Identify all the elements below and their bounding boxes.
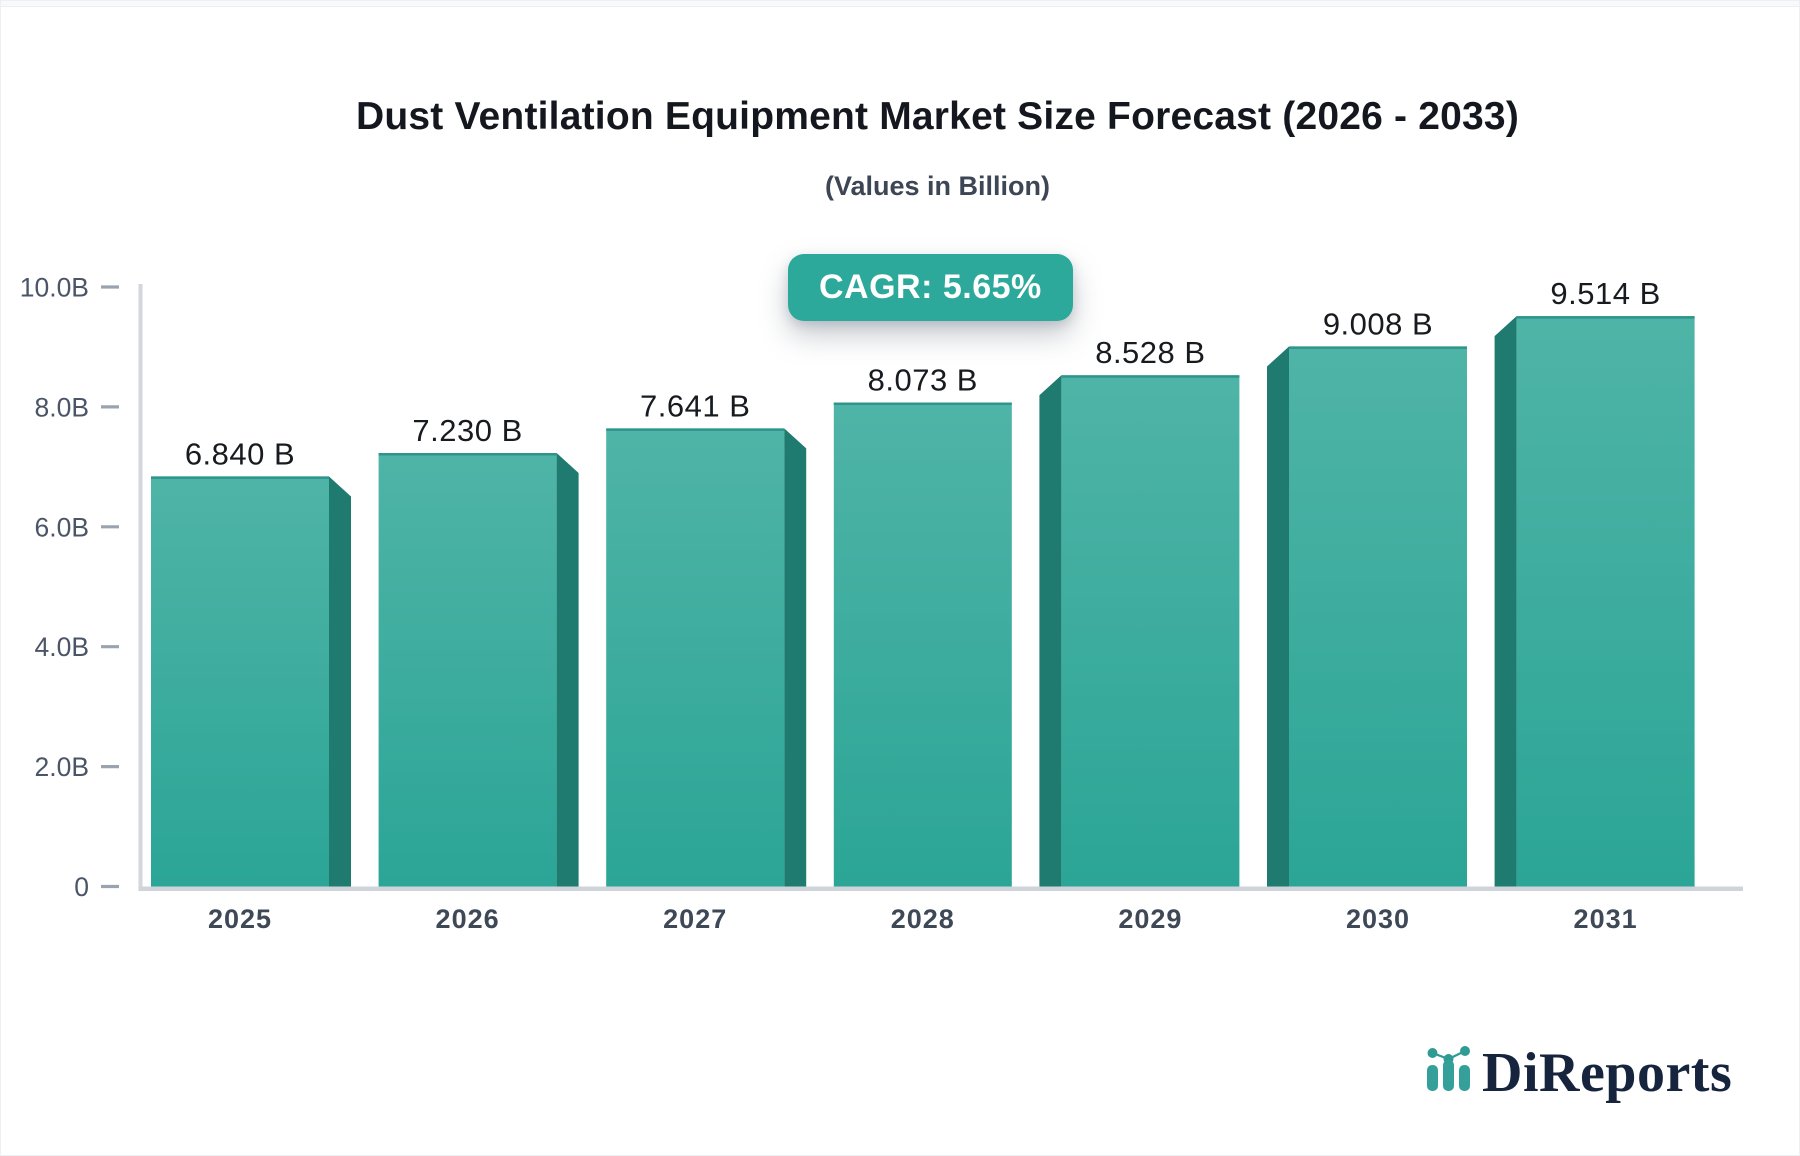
x-axis-label: 2031 [1574, 904, 1638, 934]
x-axis-label: 2026 [436, 904, 500, 934]
y-tick-label: 2.0B [34, 752, 89, 782]
x-axis-label: 2027 [663, 904, 727, 934]
bar-2029[interactable]: 8.528 B 2029 [1039, 335, 1240, 934]
bar-value-label: 9.514 B [1550, 276, 1660, 311]
bar-face [1289, 346, 1467, 887]
mini-bar-chart-icon [1427, 1046, 1470, 1091]
bar-side-face [556, 453, 579, 887]
x-axis-line [138, 886, 1743, 891]
cagr-badge: CAGR: 5.65% [788, 254, 1073, 321]
y-tick-label: 6.0B [34, 512, 89, 542]
y-axis-line [138, 284, 143, 891]
bar-2027[interactable]: 7.641 B 2027 [606, 388, 807, 934]
top-divider [1, 1, 1799, 7]
bar-side-face [329, 476, 351, 887]
bar-side-face [784, 428, 807, 887]
y-tick-label: 10.0B [20, 273, 89, 303]
bar-2026[interactable]: 7.230 B 2026 [378, 413, 579, 934]
bar-face [1516, 316, 1695, 887]
bar-face [151, 476, 329, 887]
bar-value-label: 8.528 B [1095, 335, 1205, 370]
bar-side-face [1039, 375, 1062, 887]
brand-logo[interactable]: DiReports [1425, 1031, 1732, 1101]
chart-title: Dust Ventilation Equipment Market Size F… [355, 95, 1520, 138]
y-tick-label: 8.0B [34, 392, 89, 422]
bar-face [833, 402, 1012, 887]
bar-value-label: 9.008 B [1323, 306, 1433, 341]
x-axis-label: 2028 [891, 904, 955, 934]
y-tick-label: 4.0B [34, 632, 89, 662]
bar-face [606, 428, 785, 887]
bar-2025[interactable]: 6.840 B 2025 [151, 436, 351, 934]
chart-subtitle: (Values in Billion) [824, 171, 1051, 201]
bar-value-label: 8.073 B [868, 363, 978, 398]
bar-side-face [1494, 316, 1517, 887]
bar-value-label: 6.840 B [185, 436, 295, 471]
bar-value-label: 7.641 B [640, 388, 750, 423]
logo-text: DiReports [1482, 1042, 1733, 1104]
x-axis-label: 2029 [1118, 904, 1182, 934]
bar-2031[interactable]: 9.514 B 2031 [1494, 276, 1695, 934]
y-tick-label: 0 [74, 872, 89, 902]
bar-face [378, 453, 557, 887]
x-axis-label: 2025 [208, 904, 272, 934]
bar-value-label: 7.230 B [412, 413, 522, 448]
bar-side-face [1267, 346, 1289, 887]
bar-2030[interactable]: 9.008 B 2030 [1267, 306, 1467, 934]
bar-2028[interactable]: 8.073 B 2028 [833, 363, 1012, 934]
bar-face [1061, 375, 1240, 887]
x-axis-label: 2030 [1346, 904, 1410, 934]
